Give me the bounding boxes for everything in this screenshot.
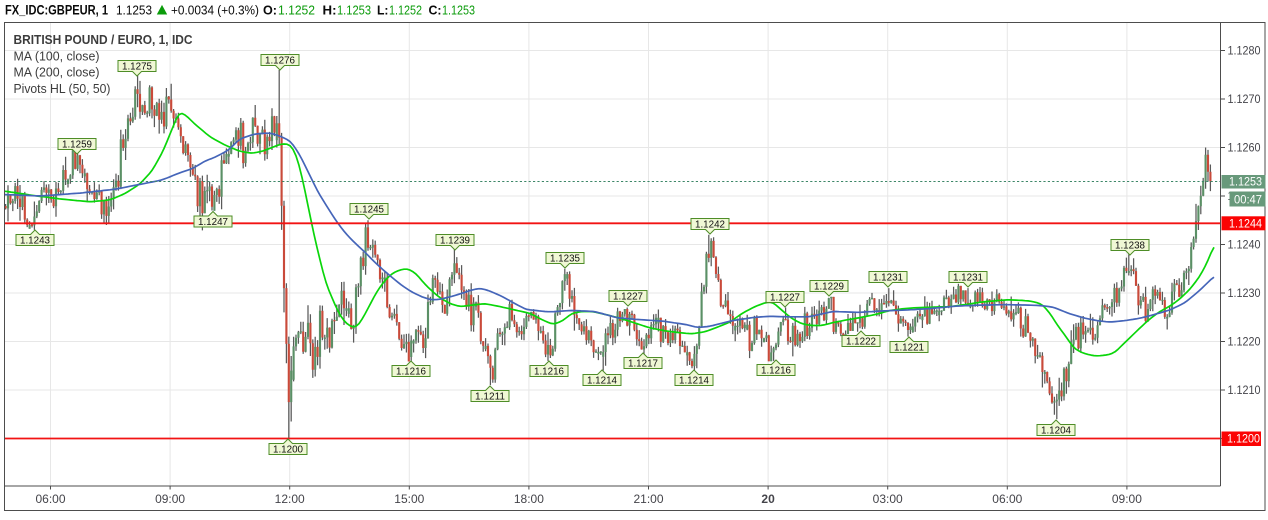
svg-text:1.1238: 1.1238 bbox=[1115, 240, 1145, 251]
svg-text:1.1200: 1.1200 bbox=[1227, 434, 1260, 446]
svg-text:1.1221: 1.1221 bbox=[894, 342, 924, 353]
svg-text:1.1244: 1.1244 bbox=[1229, 218, 1263, 230]
svg-text:1.1243: 1.1243 bbox=[20, 235, 50, 246]
svg-text:09:00: 09:00 bbox=[1112, 492, 1142, 506]
svg-text:1.1245: 1.1245 bbox=[354, 204, 384, 215]
svg-text:09:00: 09:00 bbox=[155, 492, 185, 506]
svg-text:1.1253: 1.1253 bbox=[116, 3, 152, 18]
svg-text:18:00: 18:00 bbox=[514, 492, 544, 506]
svg-text:1.1214: 1.1214 bbox=[679, 375, 709, 386]
svg-text:1.1240: 1.1240 bbox=[1228, 239, 1261, 251]
svg-text:15:00: 15:00 bbox=[394, 492, 424, 506]
svg-text:1.1227: 1.1227 bbox=[770, 292, 800, 303]
svg-text:H:: H: bbox=[323, 3, 337, 18]
svg-text:1.1231: 1.1231 bbox=[873, 272, 903, 283]
svg-text:L:: L: bbox=[377, 3, 389, 18]
svg-text:C:: C: bbox=[429, 3, 442, 18]
svg-text:1.1270: 1.1270 bbox=[1228, 94, 1261, 106]
svg-text:1.1239: 1.1239 bbox=[440, 235, 470, 246]
svg-text:1.1220: 1.1220 bbox=[1228, 336, 1261, 348]
svg-text:1.1280: 1.1280 bbox=[1228, 45, 1261, 57]
svg-text:1.1242: 1.1242 bbox=[695, 219, 725, 230]
svg-text:1.1235: 1.1235 bbox=[550, 253, 580, 264]
svg-text:1.1253: 1.1253 bbox=[1229, 177, 1262, 189]
svg-text:1.1252: 1.1252 bbox=[278, 3, 315, 18]
svg-text:1.1253: 1.1253 bbox=[442, 3, 475, 18]
svg-text:1.1204: 1.1204 bbox=[1041, 425, 1071, 436]
svg-text:1.1211: 1.1211 bbox=[475, 391, 505, 402]
svg-text:1.1216: 1.1216 bbox=[396, 366, 426, 377]
svg-text:1.1260: 1.1260 bbox=[1228, 142, 1261, 154]
svg-text:1.1247: 1.1247 bbox=[198, 217, 228, 228]
svg-text:00:47: 00:47 bbox=[1234, 195, 1262, 207]
svg-text:1.1275: 1.1275 bbox=[122, 61, 152, 72]
svg-text:1.1259: 1.1259 bbox=[62, 139, 92, 150]
svg-text:1.1253: 1.1253 bbox=[337, 3, 371, 18]
svg-text:20: 20 bbox=[761, 492, 775, 506]
svg-text:Pivots HL (50, 50): Pivots HL (50, 50) bbox=[14, 82, 111, 96]
svg-text:1.1216: 1.1216 bbox=[534, 366, 564, 377]
svg-text:+0.0034 (+0.3%): +0.0034 (+0.3%) bbox=[171, 3, 259, 18]
svg-text:1.1216: 1.1216 bbox=[761, 365, 791, 376]
svg-text:1.1210: 1.1210 bbox=[1228, 385, 1261, 397]
svg-text:1.1200: 1.1200 bbox=[273, 444, 303, 455]
svg-text:1.1230: 1.1230 bbox=[1228, 288, 1261, 300]
svg-text:06:00: 06:00 bbox=[992, 492, 1022, 506]
svg-text:1.1229: 1.1229 bbox=[814, 281, 844, 292]
svg-text:MA (100, close): MA (100, close) bbox=[14, 50, 100, 64]
svg-text:O:: O: bbox=[263, 3, 277, 18]
svg-text:21:00: 21:00 bbox=[633, 492, 663, 506]
svg-text:1.1214: 1.1214 bbox=[587, 375, 617, 386]
svg-text:03:00: 03:00 bbox=[873, 492, 903, 506]
svg-text:1.1276: 1.1276 bbox=[265, 55, 295, 66]
svg-text:BRITISH POUND / EURO, 1, IDC: BRITISH POUND / EURO, 1, IDC bbox=[14, 33, 193, 47]
svg-text:1.1227: 1.1227 bbox=[613, 291, 643, 302]
svg-text:FX_IDC:GBPEUR, 1: FX_IDC:GBPEUR, 1 bbox=[5, 3, 108, 18]
svg-text:1.1217: 1.1217 bbox=[628, 358, 658, 369]
svg-text:1.1252: 1.1252 bbox=[389, 3, 422, 18]
svg-text:MA (200, close): MA (200, close) bbox=[14, 66, 100, 80]
svg-text:06:00: 06:00 bbox=[35, 492, 65, 506]
svg-text:12:00: 12:00 bbox=[275, 492, 305, 506]
svg-text:1.1222: 1.1222 bbox=[846, 336, 876, 347]
svg-text:1.1231: 1.1231 bbox=[953, 272, 983, 283]
